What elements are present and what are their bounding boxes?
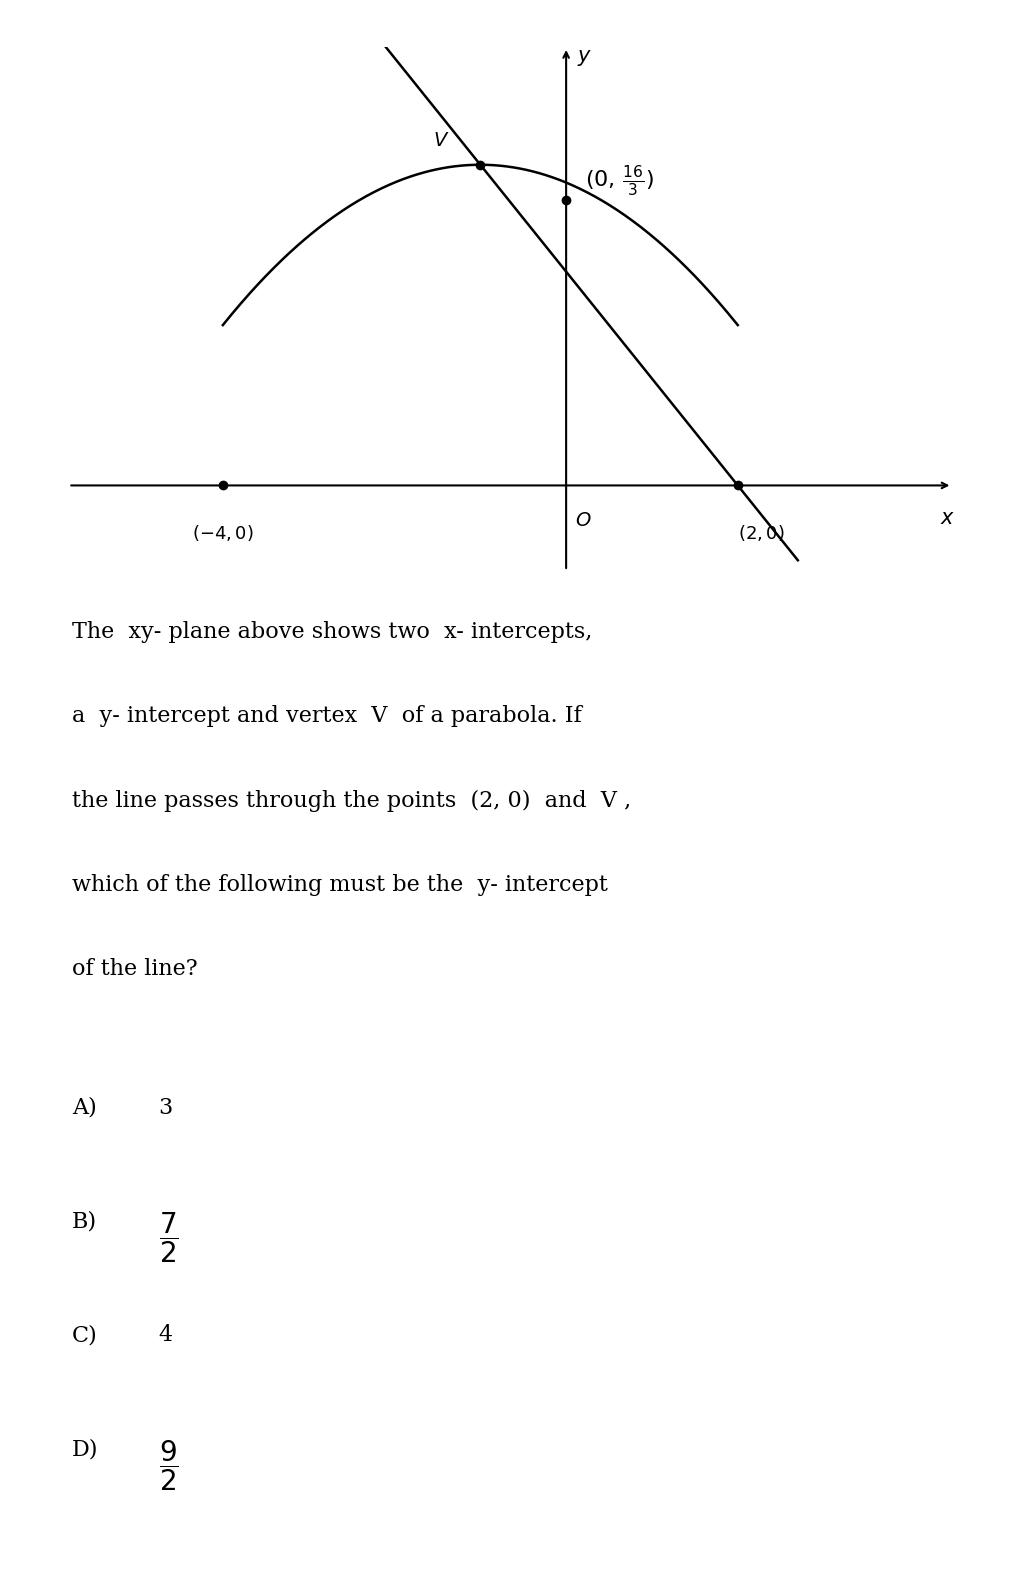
Text: the line passes through the points  (2, 0)  and  V ,: the line passes through the points (2, 0…	[72, 789, 631, 811]
Text: A): A)	[72, 1097, 96, 1119]
Text: of the line?: of the line?	[72, 957, 198, 979]
Text: $O$: $O$	[575, 511, 592, 530]
Text: $(0,\,\frac{16}{3})$: $(0,\,\frac{16}{3})$	[585, 163, 654, 198]
Text: 3: 3	[159, 1097, 173, 1119]
Text: $V$: $V$	[433, 130, 450, 151]
Text: The  xy- plane above shows two  x- intercepts,: The xy- plane above shows two x- interce…	[72, 621, 592, 643]
Text: $\dfrac{9}{2}$: $\dfrac{9}{2}$	[159, 1438, 178, 1493]
Text: $(-4,0)$: $(-4,0)$	[191, 523, 254, 542]
Text: which of the following must be the  y- intercept: which of the following must be the y- in…	[72, 874, 607, 896]
Text: C): C)	[72, 1324, 97, 1346]
Text: $(2,0)$: $(2,0)$	[737, 523, 784, 542]
Text: 4: 4	[159, 1324, 173, 1346]
Text: D): D)	[72, 1438, 98, 1460]
Text: a  y- intercept and vertex  V  of a parabola. If: a y- intercept and vertex V of a parabol…	[72, 706, 582, 728]
Text: $\dfrac{7}{2}$: $\dfrac{7}{2}$	[159, 1210, 178, 1265]
Text: $y$: $y$	[578, 47, 593, 68]
Text: B): B)	[72, 1210, 97, 1232]
Text: $x$: $x$	[940, 508, 955, 528]
